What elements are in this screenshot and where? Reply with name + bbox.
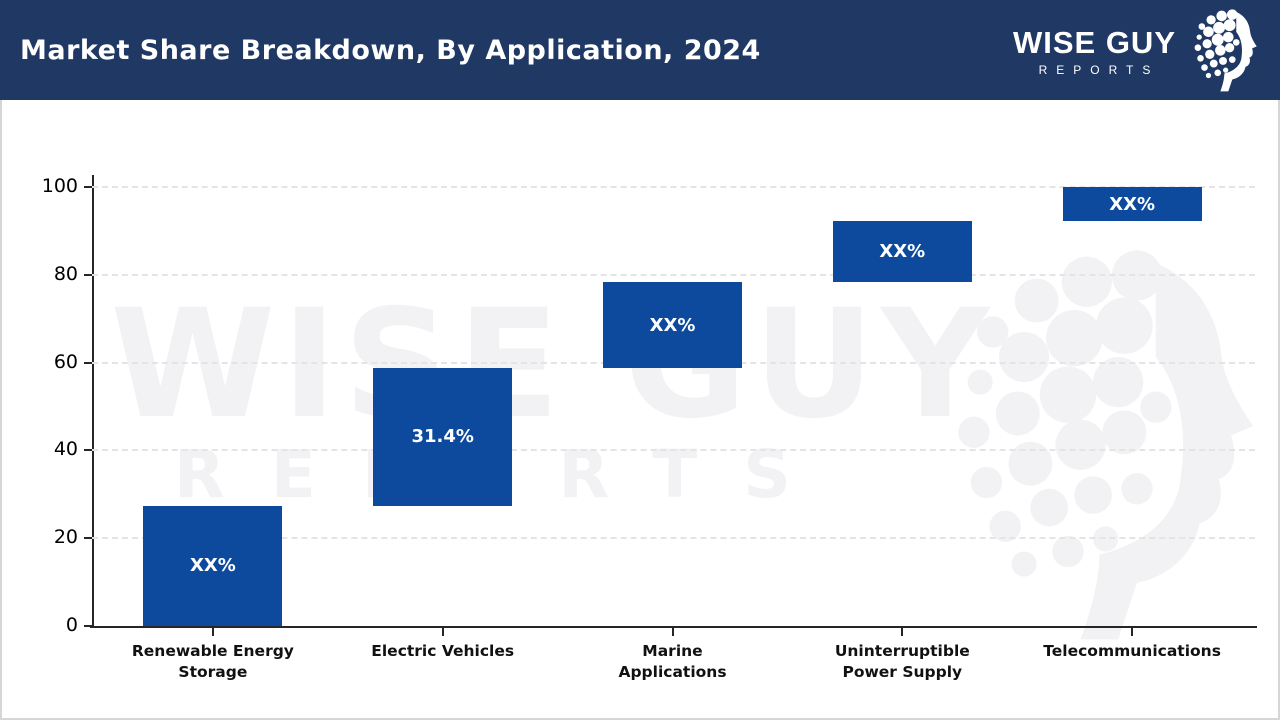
wiseguy-logo-name: WISE GUY bbox=[1012, 25, 1176, 60]
bar-segment: XX% bbox=[603, 282, 742, 368]
wiseguy-logo-subtitle: REPORTS bbox=[1038, 63, 1160, 77]
chart-card: WISE GUY REPORTS 020406080100XX%Renewabl… bbox=[0, 100, 1280, 720]
gridline bbox=[92, 273, 1255, 276]
y-tick-mark bbox=[84, 361, 92, 364]
bar-value-label: XX% bbox=[879, 241, 926, 263]
gridline bbox=[92, 537, 1255, 540]
bar-segment: 31.4% bbox=[373, 367, 513, 506]
page-title: Market Share Breakdown, By Application, … bbox=[20, 34, 761, 66]
bar-segment: XX% bbox=[1062, 187, 1202, 222]
y-axis-spine bbox=[92, 175, 94, 628]
y-tick-mark bbox=[84, 537, 92, 540]
x-tick-mark bbox=[1131, 628, 1134, 636]
y-tick-mark bbox=[84, 449, 92, 452]
x-tick-mark bbox=[211, 628, 214, 636]
x-axis-label: Electric Vehicles bbox=[371, 642, 515, 660]
bar-value-label: XX% bbox=[189, 555, 236, 577]
y-tick-mark bbox=[84, 625, 92, 627]
y-tick-label: 100 bbox=[41, 175, 78, 197]
gridline bbox=[92, 449, 1255, 452]
y-tick-label: 0 bbox=[65, 614, 78, 636]
y-tick-mark bbox=[84, 273, 92, 276]
watermark-head-icon bbox=[958, 250, 1254, 640]
wiseguy-head-icon bbox=[1194, 9, 1257, 92]
x-tick-mark bbox=[901, 628, 904, 636]
x-axis-spine bbox=[90, 626, 1257, 628]
x-tick-mark bbox=[671, 628, 674, 636]
x-axis-label: Renewable Energy Storage bbox=[131, 642, 294, 681]
bar-value-label: XX% bbox=[1109, 193, 1155, 215]
gridline bbox=[92, 186, 1255, 188]
x-axis-label: Uninterruptible Power Supply bbox=[834, 642, 970, 681]
y-tick-label: 20 bbox=[53, 526, 78, 549]
y-tick-label: 60 bbox=[53, 350, 78, 373]
x-axis-label: Marine Applications bbox=[618, 642, 727, 681]
y-tick-label: 40 bbox=[53, 438, 78, 461]
bar-segment: XX% bbox=[143, 505, 283, 626]
header: Market Share Breakdown, By Application, … bbox=[0, 0, 1280, 100]
x-axis-label: Telecommunications bbox=[1043, 642, 1221, 660]
y-tick-label: 80 bbox=[53, 262, 78, 285]
wiseguy-logo-text: WISE GUY REPORTS bbox=[1013, 25, 1176, 77]
bar-value-label: XX% bbox=[649, 314, 696, 336]
bar-segment: XX% bbox=[832, 221, 972, 283]
wiseguy-logo: WISE GUY REPORTS bbox=[1013, 6, 1268, 96]
y-tick-mark bbox=[84, 186, 92, 188]
watermark-text: WISE GUY bbox=[110, 278, 996, 452]
x-tick-mark bbox=[441, 628, 444, 636]
plot-area: 0 20 40 60 80 100 XX% Renewable Energy Storage 3… bbox=[2, 100, 1278, 718]
bar-value-label: 31.4% bbox=[411, 426, 474, 448]
